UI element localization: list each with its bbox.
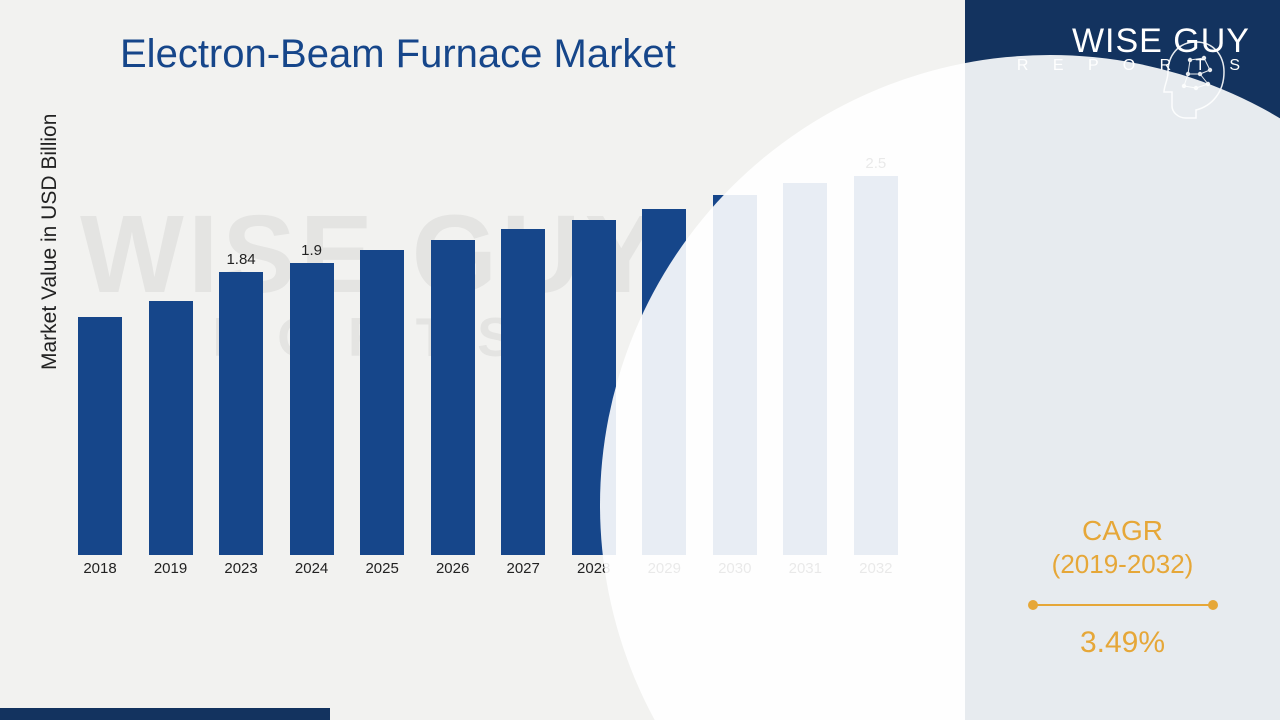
cagr-value: 3.49% [1005, 626, 1240, 660]
bar [290, 263, 334, 555]
bar [78, 317, 122, 555]
x-tick-label: 2023 [219, 560, 263, 577]
side-panel: WISE GUY R E P O R T S CAGR (2019-2032) … [965, 0, 1280, 720]
bar [149, 301, 193, 555]
bar-wrap [431, 155, 475, 555]
x-tick-label: 2026 [431, 560, 475, 577]
bar-wrap: 1.84 [219, 155, 263, 555]
cagr-block: CAGR (2019-2032) 3.49% [1005, 515, 1240, 660]
canvas: WISE GUY REPORTS Electron-Beam Furnace M… [0, 0, 1280, 720]
bar [219, 272, 263, 555]
x-tick-label: 2024 [290, 560, 334, 577]
x-tick-label: 2019 [149, 560, 193, 577]
bar-wrap [501, 155, 545, 555]
bar [360, 250, 404, 555]
bottom-strip [0, 708, 330, 720]
cagr-label: CAGR [1005, 515, 1240, 547]
chart-title: Electron-Beam Furnace Market [120, 32, 676, 77]
x-tick-label: 2018 [78, 560, 122, 577]
x-tick-label: 2027 [501, 560, 545, 577]
bar [431, 240, 475, 555]
bar-value-label: 1.9 [301, 242, 322, 259]
x-tick-label: 2025 [360, 560, 404, 577]
y-axis-label: Market Value in USD Billion [38, 114, 62, 370]
bar-value-label: 1.84 [226, 251, 255, 268]
cagr-period: (2019-2032) [1005, 549, 1240, 580]
brand-logo: WISE GUY R E P O R T S [980, 22, 1250, 75]
bar-wrap [78, 155, 122, 555]
cagr-separator [1033, 604, 1213, 606]
head-icon [1160, 40, 1232, 122]
bar-wrap [360, 155, 404, 555]
bar [501, 229, 545, 555]
bar-wrap: 1.9 [290, 155, 334, 555]
bar-wrap [149, 155, 193, 555]
